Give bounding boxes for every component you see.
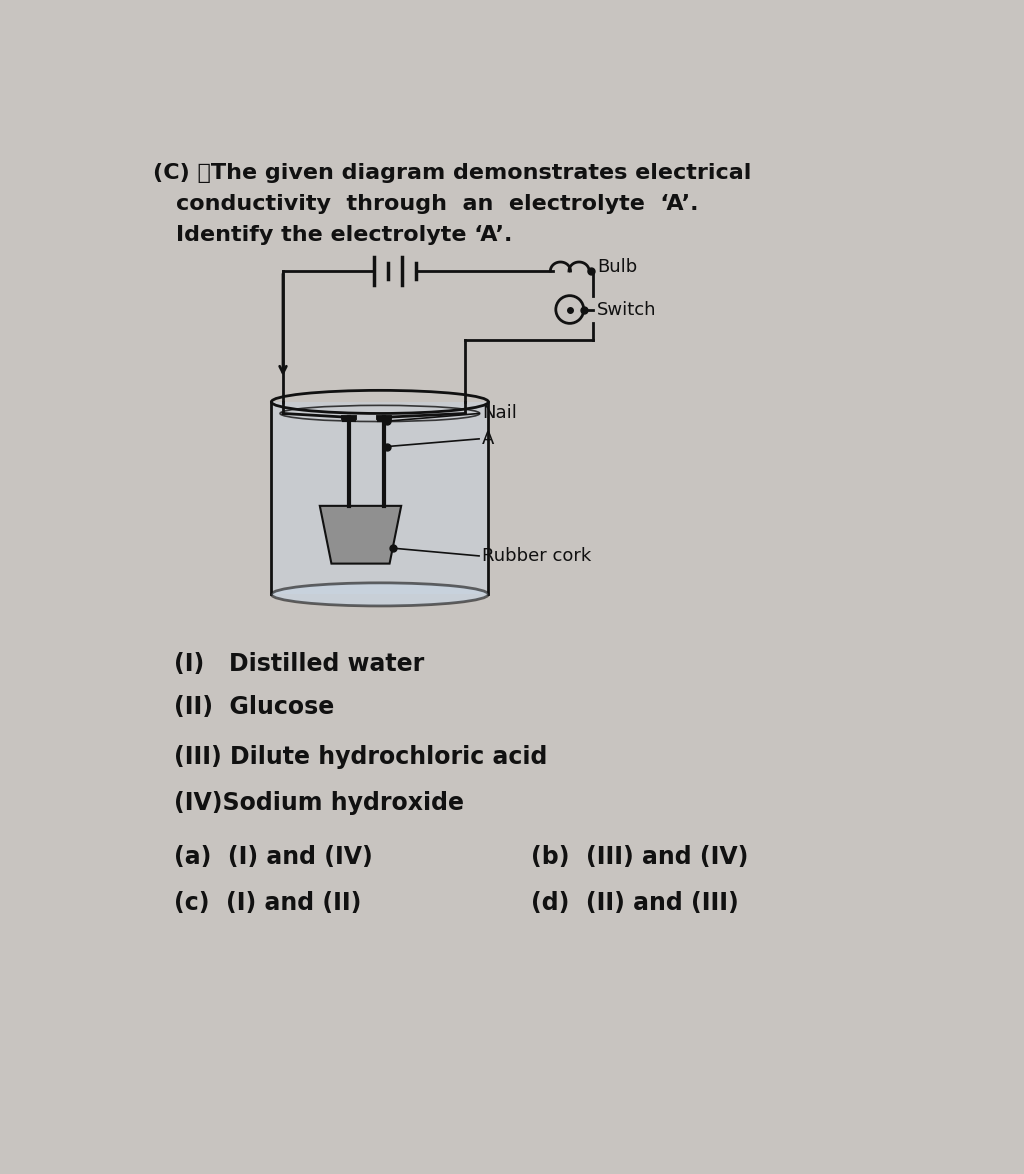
Text: (C) ⓡThe given diagram demonstrates electrical: (C) ⓡThe given diagram demonstrates elec… xyxy=(153,163,752,183)
Ellipse shape xyxy=(271,582,488,606)
Text: (c)  (I) and (II): (c) (I) and (II) xyxy=(174,891,361,915)
Text: conductivity  through  an  electrolyte  ‘A’.: conductivity through an electrolyte ‘A’. xyxy=(176,194,698,214)
Polygon shape xyxy=(271,402,488,594)
Text: Rubber cork: Rubber cork xyxy=(482,547,592,565)
Text: (III) Dilute hydrochloric acid: (III) Dilute hydrochloric acid xyxy=(174,744,548,769)
Text: Nail: Nail xyxy=(482,405,517,423)
Text: Switch: Switch xyxy=(597,301,656,318)
Polygon shape xyxy=(319,506,401,564)
Text: (b)  (III) and (IV): (b) (III) and (IV) xyxy=(531,844,749,869)
Text: (a)  (I) and (IV): (a) (I) and (IV) xyxy=(174,844,374,869)
Text: (I)   Distilled water: (I) Distilled water xyxy=(174,653,425,676)
Text: (IV)Sodium hydroxide: (IV)Sodium hydroxide xyxy=(174,791,465,815)
Text: A: A xyxy=(482,430,495,447)
Text: (II)  Glucose: (II) Glucose xyxy=(174,695,335,718)
Text: Identify the electrolyte ‘A’.: Identify the electrolyte ‘A’. xyxy=(176,224,512,245)
Text: Bulb: Bulb xyxy=(597,258,637,276)
Text: (d)  (II) and (III): (d) (II) and (III) xyxy=(531,891,738,915)
